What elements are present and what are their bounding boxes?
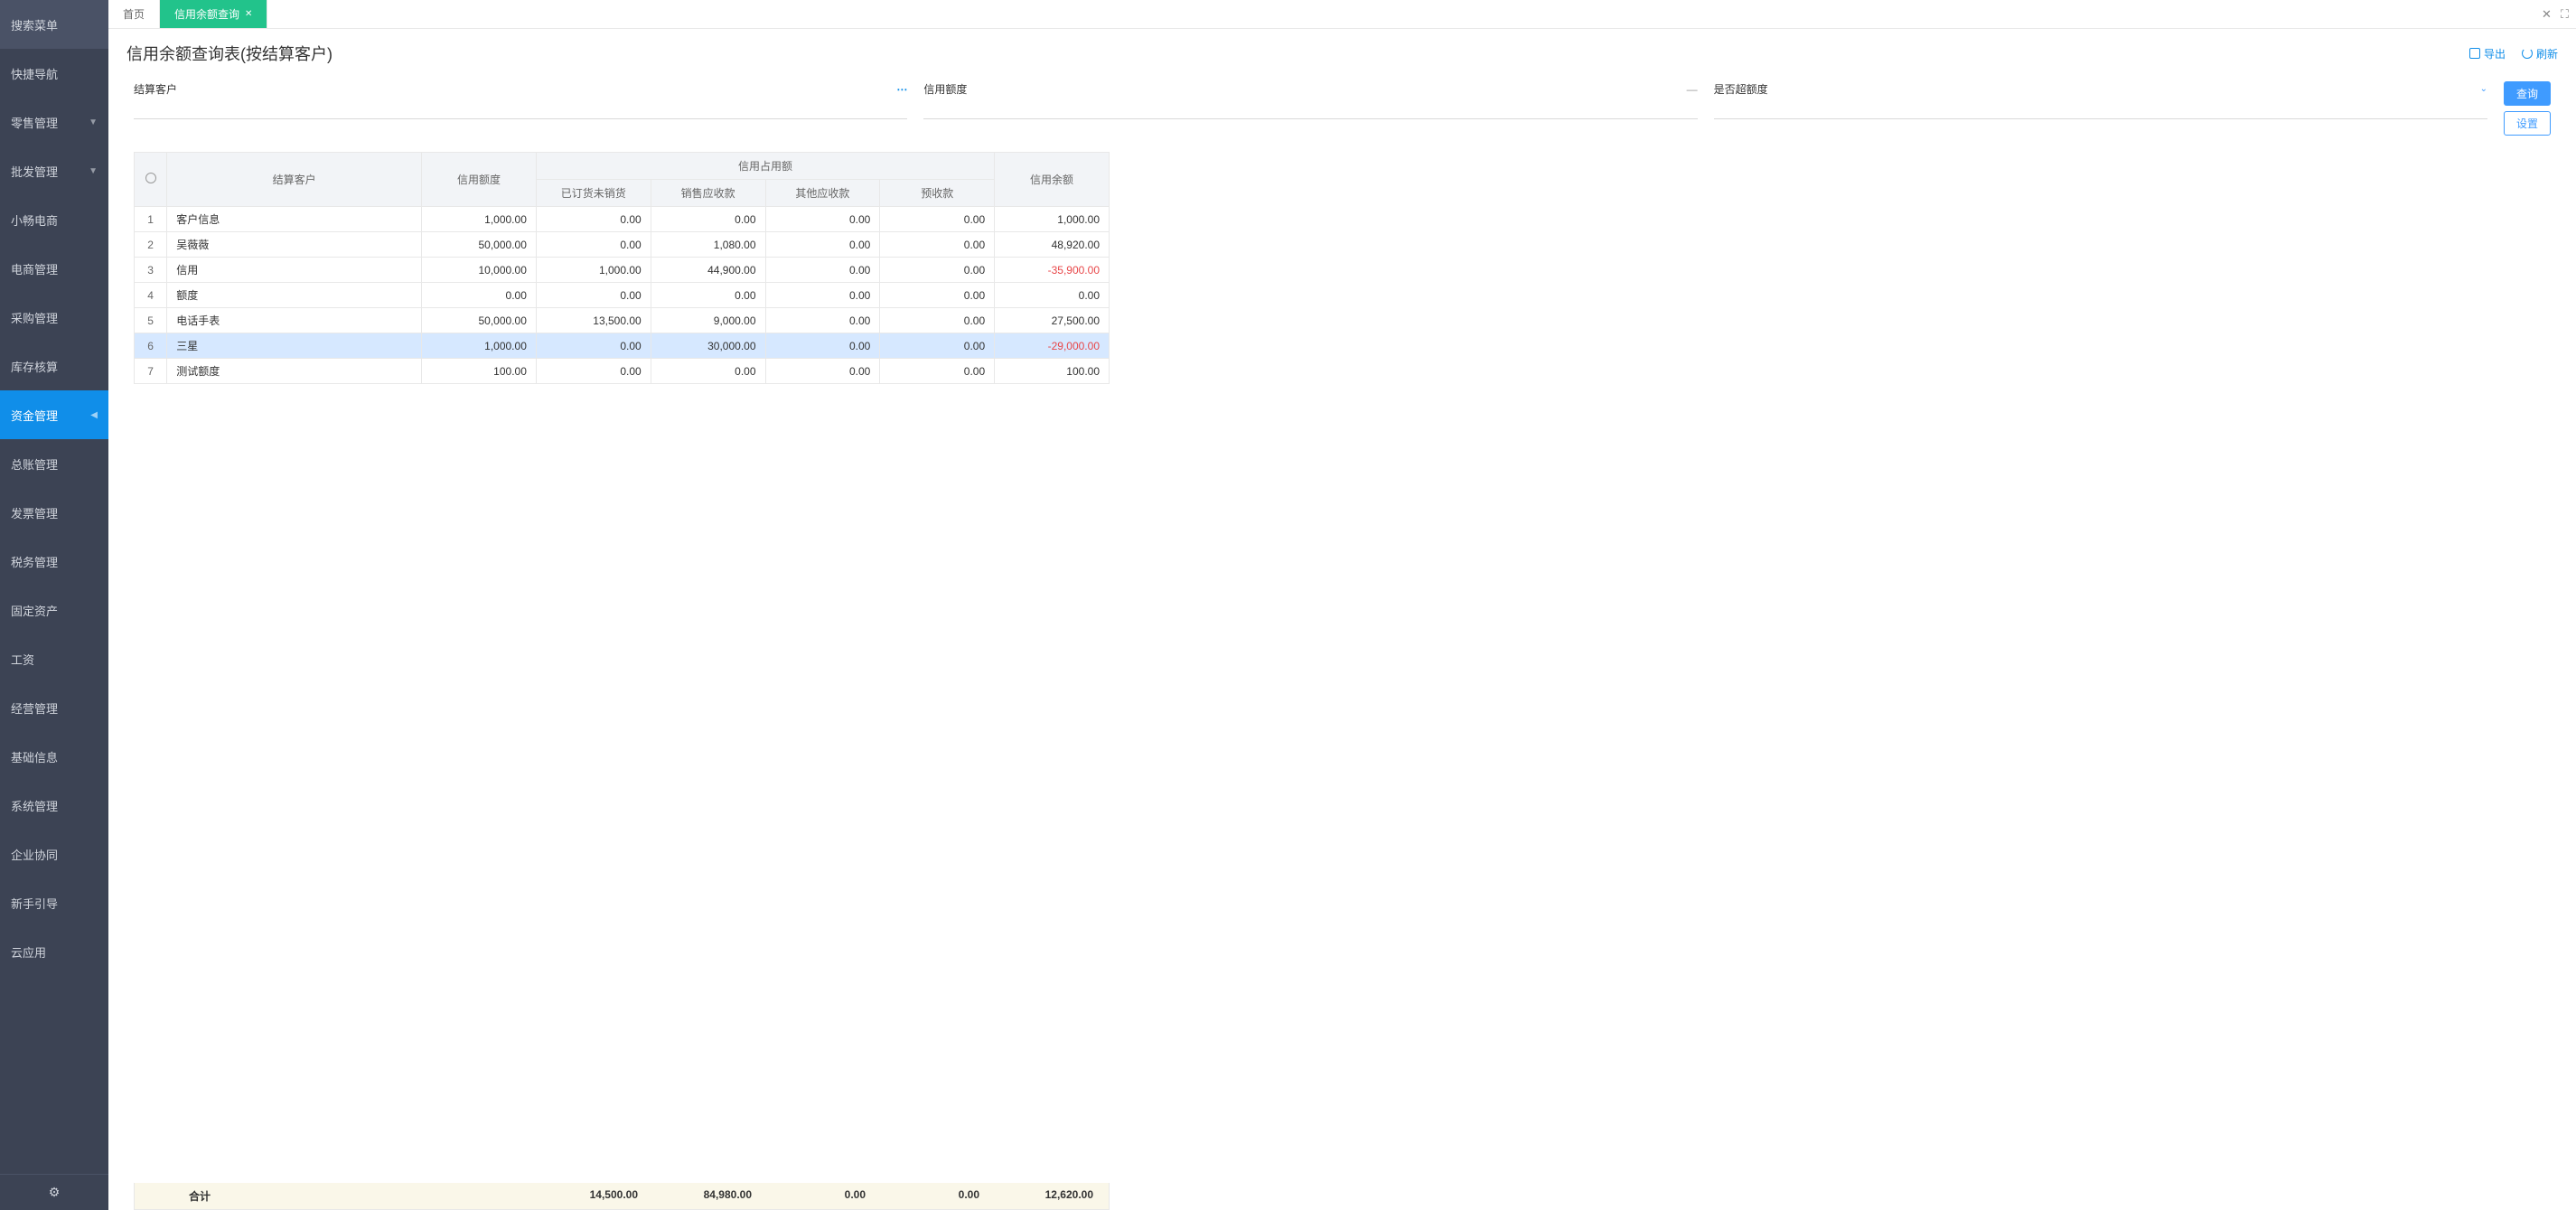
customer-input[interactable] [134,98,907,119]
tab-bar: 首页 信用余额查询 ✕ ✕ ⛶ [108,0,2576,29]
table-row[interactable]: 6三星1,000.000.0030,000.000.000.00-29,000.… [135,333,1110,359]
credit-input[interactable] [923,98,1697,119]
sidebar-item-5[interactable]: 电商管理 [0,244,108,293]
range-dash: — [1687,83,1698,96]
sidebar-item-8[interactable]: 资金管理◀ [0,390,108,439]
table-row[interactable]: 2吴薇薇50,000.000.001,080.000.000.0048,920.… [135,232,1110,258]
sidebar-item-17[interactable]: 企业协同 [0,830,108,878]
th-sub2: 销售应收款 [651,180,765,207]
sidebar-item-7[interactable]: 库存核算 [0,342,108,390]
window-expand-icon[interactable]: ⛶ [2561,7,2569,22]
sidebar-footer: ⚙ [0,1174,108,1210]
filter-over: 是否超额度⌄ [1714,81,2487,119]
page-header: 信用余额查询表(按结算客户) 导出 刷新 [108,29,2576,74]
tab-close-icon[interactable]: ✕ [245,9,252,19]
settings-button[interactable]: 设置 [2504,111,2551,136]
th-customer: 结算客户 [167,153,422,207]
th-sub1: 已订货未销货 [536,180,651,207]
sidebar-item-18[interactable]: 新手引导 [0,878,108,927]
table-settings-icon[interactable] [145,173,156,183]
footer-label: 合计 [135,1183,420,1209]
export-icon [2469,48,2480,59]
sidebar-item-0[interactable]: 搜索菜单 [0,0,108,49]
refresh-icon [2522,48,2533,59]
table-row[interactable]: 5电话手表50,000.0013,500.009,000.000.000.002… [135,308,1110,333]
dropdown-icon[interactable]: ⌄ [2480,84,2487,94]
sidebar-item-11[interactable]: 税务管理 [0,537,108,586]
filter-bar: 结算客户⋯ 信用额度— 是否超额度⌄ 查询 设置 [108,74,2576,152]
page-title: 信用余额查询表(按结算客户) [126,42,333,65]
refresh-button[interactable]: 刷新 [2522,46,2558,61]
over-input[interactable] [1714,98,2487,119]
tab-home[interactable]: 首页 [108,0,160,28]
th-occupy: 信用占用额 [536,153,994,180]
sidebar-item-12[interactable]: 固定资产 [0,586,108,634]
tab-credit-balance[interactable]: 信用余额查询 ✕ [160,0,267,28]
sidebar-item-10[interactable]: 发票管理 [0,488,108,537]
th-sub3: 其他应收款 [765,180,880,207]
table-row[interactable]: 1客户信息1,000.000.000.000.000.001,000.00 [135,207,1110,232]
sidebar-item-4[interactable]: 小畅电商 [0,195,108,244]
sidebar-item-16[interactable]: 系统管理 [0,781,108,830]
table-row[interactable]: 7测试额度100.000.000.000.000.00100.00 [135,359,1110,384]
customer-lookup-icon[interactable]: ⋯ [896,83,907,96]
sidebar: 搜索菜单快捷导航零售管理▼批发管理▼小畅电商电商管理采购管理库存核算资金管理◀总… [0,0,108,1210]
export-button[interactable]: 导出 [2469,46,2506,61]
th-balance: 信用余额 [995,153,1110,207]
filter-customer: 结算客户⋯ [134,81,907,119]
settings-gear-icon[interactable]: ⚙ [49,1185,61,1200]
sidebar-item-2[interactable]: 零售管理▼ [0,98,108,146]
sidebar-item-9[interactable]: 总账管理 [0,439,108,488]
window-close-icon[interactable]: ✕ [2542,7,2552,22]
sidebar-item-19[interactable]: 云应用 [0,927,108,976]
query-button[interactable]: 查询 [2504,81,2551,106]
sidebar-item-6[interactable]: 采购管理 [0,293,108,342]
sidebar-item-13[interactable]: 工资 [0,634,108,683]
table-row[interactable]: 4额度0.000.000.000.000.000.00 [135,283,1110,308]
sidebar-item-15[interactable]: 基础信息 [0,732,108,781]
filter-credit: 信用额度— [923,81,1697,119]
table-footer: 合计 14,500.00 84,980.00 0.00 0.00 12,620.… [134,1183,1110,1210]
th-sub4: 预收款 [880,180,995,207]
th-credit: 信用额度 [422,153,537,207]
sidebar-item-1[interactable]: 快捷导航 [0,49,108,98]
tab-home-label: 首页 [123,6,145,22]
data-table: 结算客户 信用额度 信用占用额 信用余额 已订货未销货 销售应收款 其他应收款 … [134,152,1110,384]
tab-active-label: 信用余额查询 [174,6,239,22]
table-row[interactable]: 3信用10,000.001,000.0044,900.000.000.00-35… [135,258,1110,283]
sidebar-item-3[interactable]: 批发管理▼ [0,146,108,195]
sidebar-item-14[interactable]: 经营管理 [0,683,108,732]
